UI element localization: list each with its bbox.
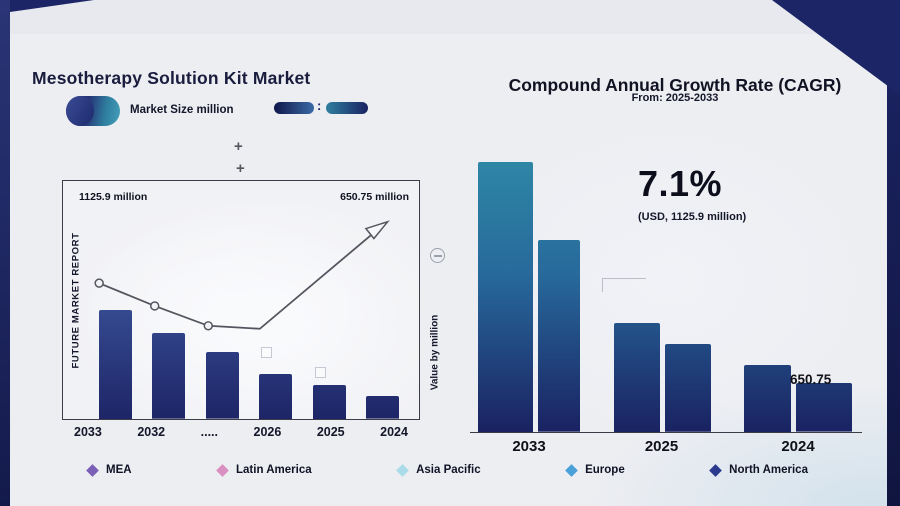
x-axis-label-2025: 2025 (644, 438, 679, 455)
bar-value-650: 650.75 (790, 372, 832, 387)
top-right-corner-triangle (772, 0, 900, 95)
cagr-value: 7.1% (638, 163, 723, 204)
bar (744, 364, 791, 432)
market-size-bars (87, 181, 411, 419)
bar (664, 344, 711, 432)
legend-pill-teal-icon (326, 102, 368, 114)
cagr-note: (USD, 1125.9 million) (638, 211, 747, 223)
legend-item: North America (709, 463, 808, 477)
bar-group-2024 (744, 162, 852, 432)
x-axis-label: 2024 (380, 425, 408, 439)
legend-diamond-icon (709, 463, 723, 477)
x-axis-label-2024: 2024 (781, 438, 815, 455)
x-axis-label: 2025 (316, 425, 345, 439)
bar (205, 352, 239, 419)
legend-label: MEA (106, 464, 132, 476)
value-by-million-label: Value by million (429, 314, 441, 390)
circle-decoration-icon (430, 248, 445, 263)
legend-pill-navy-icon (274, 102, 314, 114)
legend-diamond-icon (86, 463, 99, 477)
bar (478, 162, 533, 432)
x-axis-label: 2033 (74, 425, 102, 439)
legend-item: Europe (565, 463, 625, 477)
right-edge-strip (887, 0, 900, 506)
region-legend: MEA Latin America Asia Pacific Europe North … (86, 463, 808, 477)
bar-group-2033 (478, 162, 580, 432)
legend-diamond-icon (216, 463, 229, 477)
bar (99, 309, 132, 419)
bar (796, 383, 852, 432)
bar (152, 333, 186, 419)
legend-label: North America (729, 464, 808, 476)
cagr-title: Compound Annual Growth Rate (CAGR) (508, 74, 842, 95)
grid-square-decoration-icon (261, 347, 272, 358)
value-axis-label-wrap: Value by million (424, 272, 446, 432)
cagr-axis-baseline (470, 432, 862, 433)
trend-arrow (94, 220, 390, 331)
top-left-wedge (10, 0, 94, 12)
legend-label: Latin America (236, 464, 312, 476)
market-size-cylinder-icon (66, 96, 120, 126)
bar (538, 240, 580, 432)
bar (312, 384, 346, 419)
annotation-2033-value: 1125.9 million (79, 191, 148, 203)
grid-square-decoration-icon (315, 367, 326, 378)
plus-decoration-icon: + (234, 138, 243, 155)
annotation-2024-value: 650.75 million (340, 191, 409, 203)
x-axis-label-2033: 2033 (512, 438, 546, 455)
plus-decoration-icon: + (236, 160, 245, 177)
bar (613, 322, 660, 432)
legend-item: MEA (86, 463, 132, 477)
bar (259, 373, 293, 419)
market-size-x-axis: 2033 2032..... 2026 2025 2024 (62, 425, 420, 439)
x-axis-label: 2032 (137, 425, 166, 439)
legend-item: Asia Pacific (396, 463, 481, 477)
top-band-decoration (0, 0, 900, 34)
legend-diamond-icon (565, 463, 578, 477)
bar (365, 396, 399, 419)
cagr-bars (478, 162, 852, 432)
legend-item: Latin America (216, 463, 312, 477)
market-size-legend-label: Market Size million (130, 104, 234, 116)
left-panel-title: Mesotherapy Solution Kit Market (32, 67, 311, 88)
legend-pill-separator: : (317, 98, 322, 113)
bar-group-2025 (613, 162, 711, 432)
legend-diamond-icon (396, 463, 409, 477)
x-axis-label: 2026 (253, 425, 282, 439)
x-axis-label: ..... (200, 425, 218, 439)
cagr-subtitle: From: 2025-2033 (631, 92, 719, 104)
legend-label: Asia Pacific (416, 464, 481, 476)
step-decoration (602, 278, 646, 292)
legend-label: Europe (585, 464, 625, 476)
left-edge-strip (0, 0, 10, 506)
market-size-chart: FUTURE MARKET REPORT 1125.9 million 650.… (62, 180, 420, 420)
